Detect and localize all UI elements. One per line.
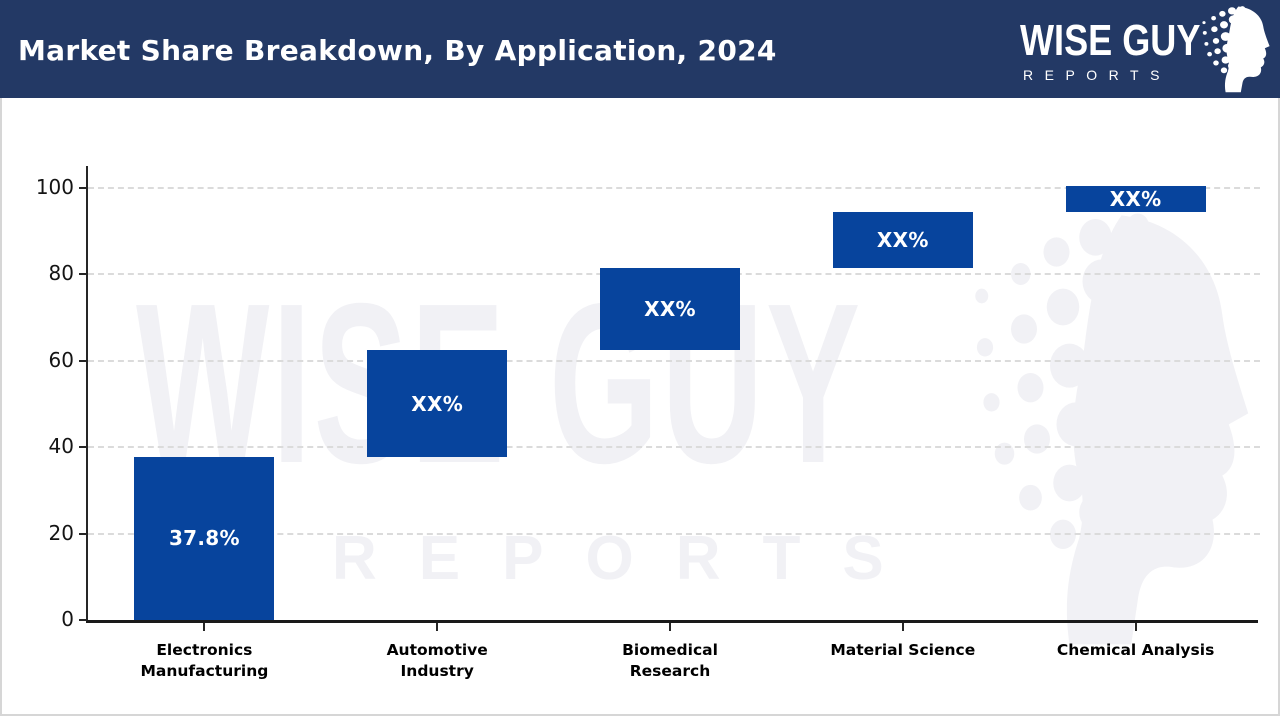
x-category-label-2: Biomedical Research (622, 641, 718, 680)
x-axis-spine (86, 620, 1258, 623)
x-tick-mark-2 (669, 623, 671, 631)
y-tick-mark-20 (79, 532, 87, 535)
gridline-100 (88, 187, 1260, 189)
y-tick-label-60: 60 (48, 347, 74, 372)
bar-value-label: XX% (411, 391, 464, 416)
y-tick-label-40: 40 (48, 434, 74, 459)
header-bar: Market Share Breakdown, By Application, … (0, 0, 1280, 98)
bar-automotive-industry: XX% (367, 350, 508, 457)
gridline-60 (88, 359, 1260, 362)
gridline-20 (88, 532, 1260, 535)
watermark-reports: REPORTS (332, 524, 926, 593)
bar-electronics-manufacturing: 37.8% (134, 456, 275, 620)
y-tick-label-100: 100 (35, 175, 74, 199)
head-profile-icon (1202, 6, 1270, 93)
chart-plot-area: 37.8% XX% XX% XX% XX% (88, 166, 1260, 620)
y-tick-mark-100 (79, 187, 87, 189)
bar-value-label: 37.8% (168, 526, 240, 551)
watermark-head-profile-icon (975, 213, 1249, 645)
y-tick-mark-40 (79, 446, 87, 449)
y-axis-spine (86, 166, 88, 623)
x-tick-mark-4 (1134, 623, 1137, 631)
x-tick-mark-1 (436, 623, 439, 631)
y-tick-mark-60 (79, 359, 87, 362)
x-category-label-3: Material Science (830, 641, 976, 659)
bar-biomedical-research: XX% (600, 268, 740, 351)
bar-value-label: XX% (876, 228, 929, 253)
y-tick-mark-80 (79, 273, 87, 276)
bar-value-label: XX% (1109, 186, 1162, 211)
page-title: Market Share Breakdown, By Application, … (18, 34, 777, 67)
x-tick-mark-0 (203, 623, 206, 631)
x-category-label-4: Chemical Analysis (1056, 641, 1215, 659)
y-tick-label-20: 20 (48, 520, 74, 545)
bar-material-science: XX% (832, 211, 973, 269)
y-tick-mark-0 (79, 619, 87, 621)
x-category-label-1: Automotive Industry (386, 641, 488, 680)
wise-guy-logo: WISE GUY REPORTS (1020, 5, 1272, 93)
logo-wordmark-line1: WISE GUY (1020, 16, 1201, 65)
x-category-label-0: Electronics Manufacturing (140, 641, 269, 680)
y-tick-label-0: 0 (61, 607, 74, 631)
y-tick-label-80: 80 (48, 261, 74, 286)
bar-chemical-analysis: XX% (1065, 185, 1206, 212)
x-tick-mark-3 (901, 623, 904, 631)
logo-wordmark-line2: REPORTS (1023, 67, 1171, 83)
bar-value-label: XX% (644, 297, 696, 322)
logo-wordmark: WISE GUY REPORTS (1020, 16, 1201, 84)
gridline-40 (88, 446, 1260, 449)
